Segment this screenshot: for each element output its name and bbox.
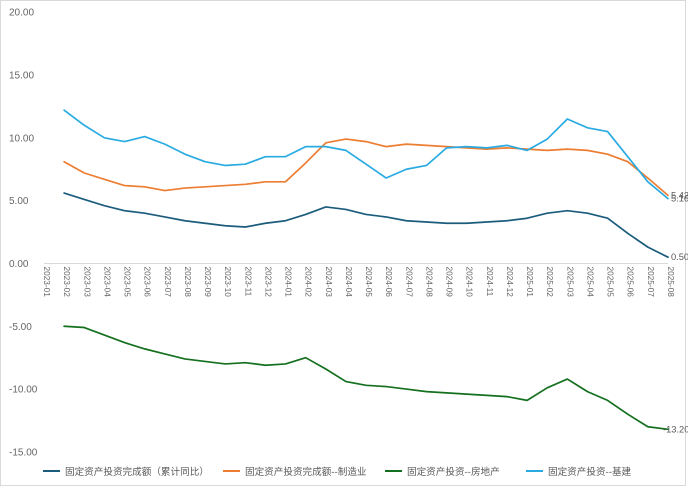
svg-text:5.00: 5.00 <box>9 196 29 207</box>
svg-text:2023-01: 2023-01 <box>42 266 52 297</box>
svg-text:2023-06: 2023-06 <box>143 266 153 297</box>
svg-text:2024-06: 2024-06 <box>384 266 394 297</box>
svg-text:10.00: 10.00 <box>9 133 34 144</box>
svg-text:-13.20: -13.20 <box>663 424 688 434</box>
svg-text:2025-05: 2025-05 <box>606 266 616 297</box>
svg-text:2024-05: 2024-05 <box>364 266 374 297</box>
svg-text:2024-01: 2024-01 <box>284 266 294 297</box>
svg-text:0.00: 0.00 <box>9 259 29 270</box>
svg-text:2025-07: 2025-07 <box>646 266 656 297</box>
svg-text:2024-08: 2024-08 <box>424 266 434 297</box>
svg-text:2024-07: 2024-07 <box>404 266 414 297</box>
svg-text:2023-08: 2023-08 <box>183 266 193 297</box>
svg-text:2025-03: 2025-03 <box>565 266 575 297</box>
svg-text:2025-01: 2025-01 <box>525 266 535 297</box>
svg-text:2023-10: 2023-10 <box>223 266 233 297</box>
svg-text:0.50: 0.50 <box>671 252 688 262</box>
svg-text:2023-11: 2023-11 <box>243 266 253 296</box>
svg-text:2023-09: 2023-09 <box>203 266 213 297</box>
svg-text:2023-12: 2023-12 <box>263 266 273 297</box>
svg-text:2023-03: 2023-03 <box>82 266 92 297</box>
svg-text:-10.00: -10.00 <box>9 385 38 396</box>
svg-text:2023-05: 2023-05 <box>123 266 133 297</box>
svg-text:2024-04: 2024-04 <box>344 266 354 297</box>
svg-text:2025-08: 2025-08 <box>666 266 676 297</box>
svg-text:-5.00: -5.00 <box>9 322 32 333</box>
svg-text:2023-07: 2023-07 <box>163 266 173 297</box>
svg-text:2024-11: 2024-11 <box>485 266 495 296</box>
svg-text:2023-04: 2023-04 <box>102 266 112 297</box>
svg-text:15.00: 15.00 <box>9 71 34 82</box>
svg-text:2024-12: 2024-12 <box>505 266 515 297</box>
svg-text:2023-02: 2023-02 <box>62 266 72 297</box>
svg-text:2024-02: 2024-02 <box>304 266 314 297</box>
svg-text:2025-02: 2025-02 <box>545 266 555 297</box>
svg-text:20.00: 20.00 <box>9 8 34 19</box>
svg-text:2024-09: 2024-09 <box>445 266 455 297</box>
svg-text:2025-04: 2025-04 <box>585 266 595 297</box>
svg-text:2024-03: 2024-03 <box>324 266 334 297</box>
svg-text:5.16: 5.16 <box>671 194 688 204</box>
svg-text:2025-06: 2025-06 <box>626 266 636 297</box>
svg-text:-15.00: -15.00 <box>9 447 38 458</box>
svg-text:2024-10: 2024-10 <box>465 266 475 297</box>
